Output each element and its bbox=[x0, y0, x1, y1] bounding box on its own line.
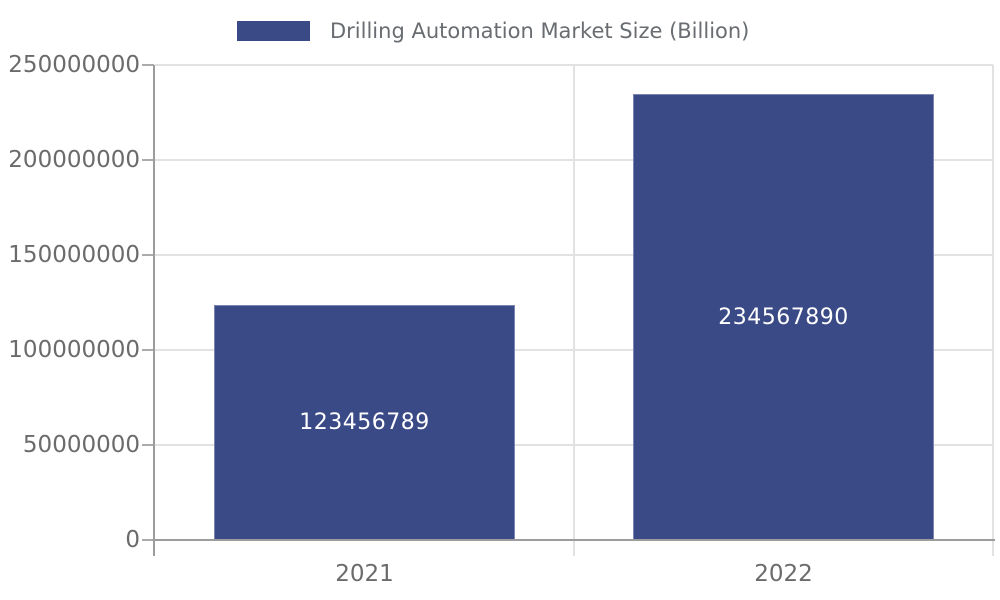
y-tick-label: 50000000 bbox=[22, 432, 140, 458]
y-tick-label: 150000000 bbox=[8, 242, 140, 268]
x-tick-label: 2021 bbox=[335, 561, 394, 587]
plot-area: 123456789 234567890 bbox=[155, 64, 994, 556]
y-tick-label: 100000000 bbox=[8, 337, 140, 363]
x-axis-line bbox=[153, 539, 995, 541]
v-gridline bbox=[573, 65, 575, 556]
legend[interactable]: Drilling Automation Market Size (Billion… bbox=[237, 19, 749, 43]
y-tick-label: 250000000 bbox=[8, 52, 140, 78]
x-axis-labels: 2021 2022 bbox=[0, 560, 1000, 588]
bar-2021[interactable]: 123456789 bbox=[213, 305, 516, 540]
y-axis-line bbox=[153, 65, 155, 556]
y-tick-mark bbox=[142, 254, 154, 256]
legend-label: Drilling Automation Market Size (Billion… bbox=[330, 19, 750, 43]
x-tick-label: 2022 bbox=[754, 561, 813, 587]
y-tick-mark bbox=[142, 159, 154, 161]
y-axis-ticks bbox=[142, 0, 154, 600]
bar-value-label: 123456789 bbox=[299, 410, 430, 436]
v-gridline bbox=[992, 65, 994, 556]
y-tick-mark bbox=[142, 444, 154, 446]
bar-value-label: 234567890 bbox=[718, 304, 849, 330]
y-tick-mark bbox=[142, 539, 154, 541]
y-tick-label: 200000000 bbox=[8, 147, 140, 173]
y-tick-mark bbox=[142, 349, 154, 351]
y-tick-label: 0 bbox=[125, 527, 140, 553]
bar-2022[interactable]: 234567890 bbox=[632, 94, 935, 540]
legend-swatch bbox=[237, 21, 310, 41]
y-tick-mark bbox=[142, 64, 154, 66]
y-axis-labels: 0 50000000 100000000 150000000 200000000 2500… bbox=[0, 52, 140, 553]
